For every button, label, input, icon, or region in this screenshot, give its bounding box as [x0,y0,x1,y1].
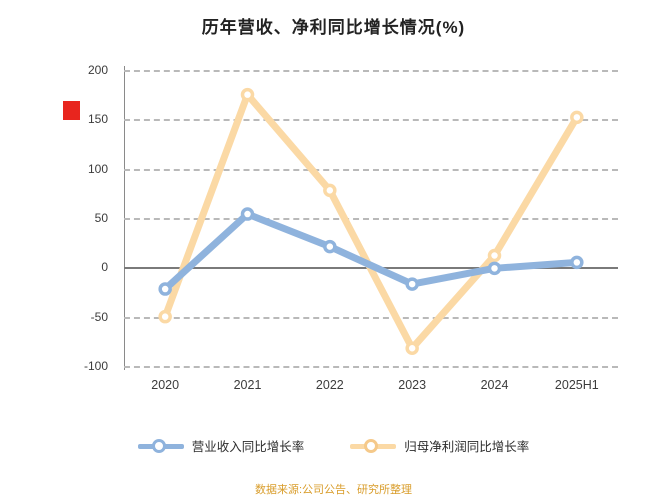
legend-label-net-profit: 归母净利润同比增长率 [404,440,530,454]
y-axis-tick-label: 100 [87,161,108,176]
plot-area [124,70,618,368]
x-axis-tick-label: 2022 [315,378,344,392]
x-axis-labels: 2020 2021 2022 2023 2024 2025H1 [124,374,618,400]
y-axis-tick-label: 150 [87,112,108,127]
chart-footnote: 数据来源:公司公告、研究所整理 [254,484,413,496]
zero-line [124,267,618,270]
y-axis-tick-label: 0 [101,260,108,275]
legend-marker-net-profit [350,438,397,454]
gridline [124,366,618,368]
legend-label-revenue: 营业收入同比增长率 [191,440,305,454]
gridline [124,218,618,220]
gridline [124,168,618,171]
x-axis-tick-label: 2021 [233,378,262,392]
y-axis-tick-label: -50 [90,309,108,324]
legend-item-revenue[interactable]: 营业收入同比增长率 [137,436,305,455]
chart-title: 历年营收、净利同比增长情况(%) [201,18,466,37]
gridline [124,119,618,122]
red-flag-marker [63,101,80,120]
gridline [124,70,618,72]
y-axis-tick-label: 200 [87,63,108,77]
legend-marker-revenue [137,438,184,454]
x-axis-tick-label: 2023 [398,378,427,392]
legend-item-net-profit[interactable]: 归母净利润同比增长率 [350,436,529,455]
y-axis-tick-label: -100 [83,359,108,373]
x-axis-tick-label: 2025H1 [554,378,599,392]
gridline [124,316,618,319]
y-axis-labels: 200 150 100 50 0 -50 -100 [64,63,116,373]
x-axis-tick-label: 2024 [480,378,509,392]
chart-legend: 营业收入同比增长率 归母净利润同比增长率 [0,436,667,455]
y-axis-tick-label: 50 [94,211,108,225]
x-axis-tick-label: 2020 [151,378,180,392]
